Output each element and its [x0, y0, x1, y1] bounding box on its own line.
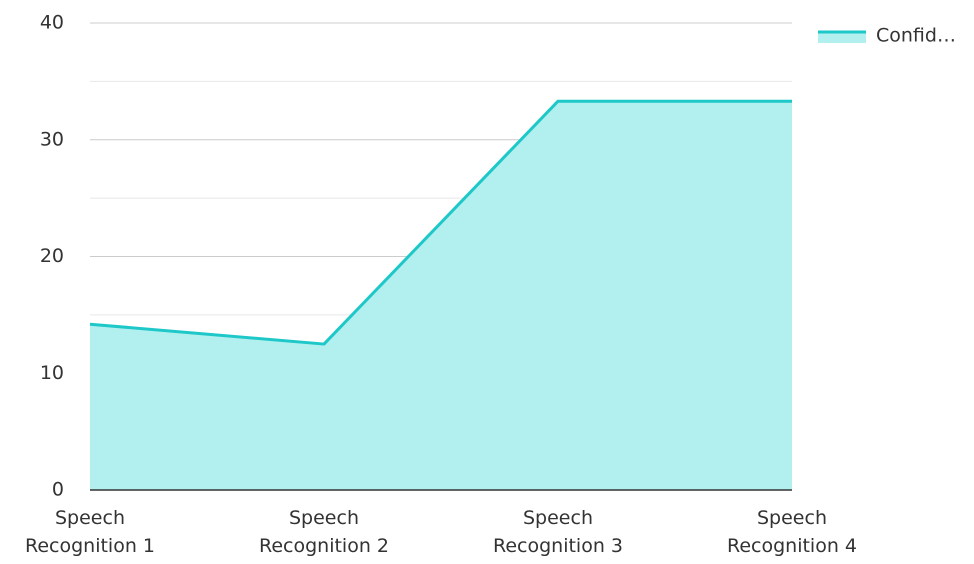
y-tick-label: 10	[40, 362, 64, 384]
x-tick-text: Speech Recognition 4	[726, 507, 857, 557]
x-tick-label: Speech Recognition 3	[458, 504, 658, 560]
x-tick-label: Speech Recognition 1	[0, 504, 190, 560]
legend-label: Confid…	[876, 25, 956, 47]
x-tick-text: Speech Recognition 2	[258, 507, 389, 557]
y-tick-label: 30	[40, 128, 64, 150]
legend-swatch	[818, 31, 866, 43]
x-tick-label: Speech Recognition 2	[224, 504, 424, 560]
y-tick-label: 20	[40, 245, 64, 267]
x-tick-label: Speech Recognition 4	[692, 504, 892, 560]
x-tick-text: Speech Recognition 1	[24, 507, 155, 557]
x-tick-text: Speech Recognition 3	[492, 507, 623, 557]
area-fill	[90, 101, 792, 490]
y-tick-label: 0	[52, 479, 64, 501]
area-line	[89, 99, 792, 346]
y-tick-label: 40	[40, 12, 64, 34]
